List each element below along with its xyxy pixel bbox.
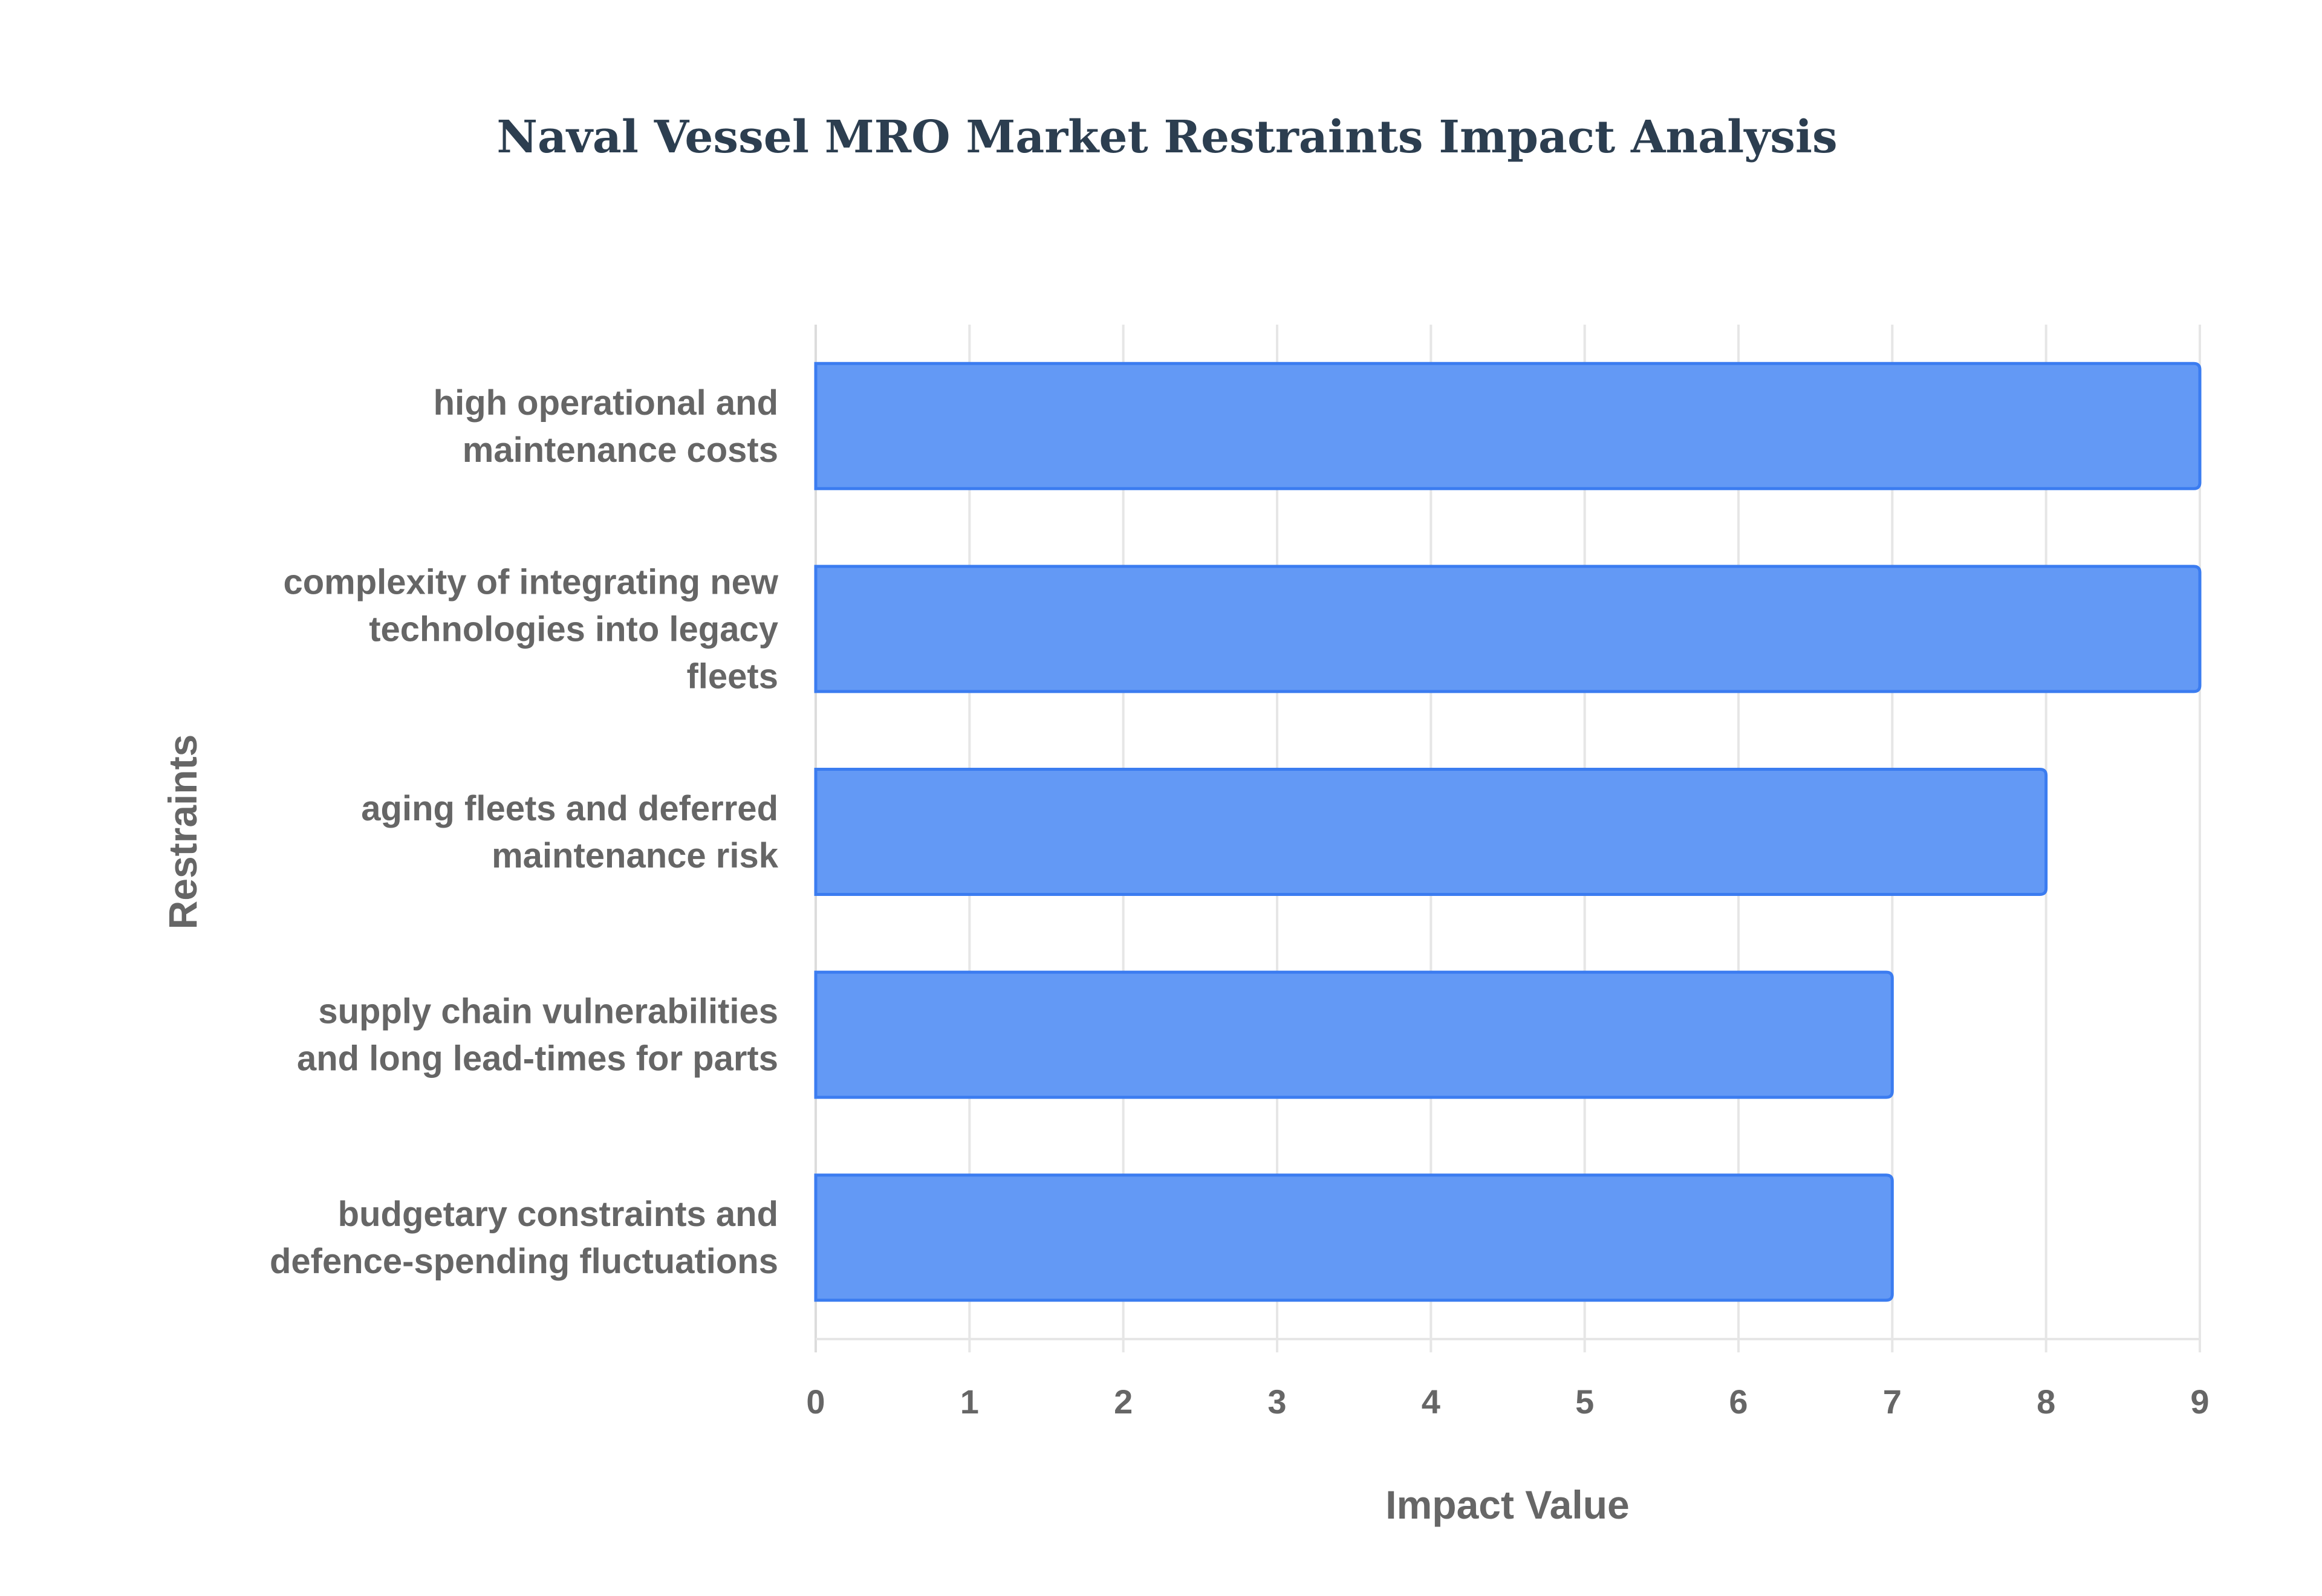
category-label-line: supply chain vulnerabilities — [318, 992, 778, 1031]
x-axis-title: Impact Value — [1385, 1482, 1630, 1527]
category-label-line: defence-spending fluctuations — [270, 1242, 778, 1281]
category-label-line: and long lead-times for parts — [297, 1039, 778, 1079]
bar — [814, 362, 2202, 490]
category-label: high operational and maintenance costs — [434, 383, 778, 470]
category-label: aging fleets and deferred maintenance ris… — [361, 789, 778, 875]
x-tick-label: 9 — [2190, 1383, 2209, 1421]
bars — [814, 362, 2202, 1302]
x-tick-label: 2 — [1114, 1383, 1133, 1421]
x-tick-label: 4 — [1422, 1383, 1440, 1421]
category-label-line: maintenance risk — [492, 836, 779, 875]
category-label-line: technologies into legacy — [369, 609, 778, 649]
category-label-line: fleets — [686, 657, 778, 696]
bar — [814, 565, 2202, 693]
x-tick-label: 0 — [806, 1383, 825, 1421]
bar — [814, 970, 1894, 1099]
x-tick-label: 8 — [2037, 1383, 2055, 1421]
category-labels: high operational and maintenance costs com… — [270, 383, 779, 1281]
x-tick-label: 7 — [1883, 1383, 1902, 1421]
x-tick-label: 6 — [1729, 1383, 1748, 1421]
category-label: budgetary constraints and defence-spendin… — [270, 1195, 778, 1281]
x-tick-label: 5 — [1575, 1383, 1594, 1421]
x-tick-label: 3 — [1267, 1383, 1286, 1421]
category-label-line: high operational and — [434, 383, 778, 423]
bar — [814, 768, 2048, 896]
category-label-line: aging fleets and deferred — [361, 789, 778, 828]
y-axis-title: Restraints — [160, 735, 205, 930]
bar — [814, 1173, 1894, 1302]
x-tick-labels: 0 1 2 3 4 5 6 7 8 9 — [806, 1383, 2209, 1421]
chart-title: Naval Vessel MRO Market Restraints Impac… — [496, 111, 1837, 163]
category-label-line: complexity of integrating new — [283, 562, 778, 602]
category-label: complexity of integrating new technologie… — [283, 562, 778, 696]
category-label: supply chain vulnerabilities and long lea… — [297, 992, 778, 1079]
category-label-line: budgetary constraints and — [338, 1195, 778, 1234]
category-label-line: maintenance costs — [463, 430, 778, 470]
x-tick-label: 1 — [960, 1383, 979, 1421]
